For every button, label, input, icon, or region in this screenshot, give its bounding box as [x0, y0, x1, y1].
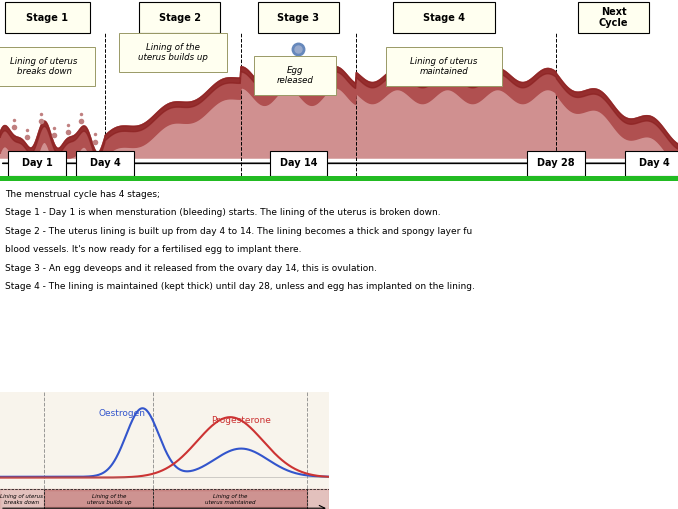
FancyBboxPatch shape [76, 151, 134, 176]
Text: Oestrogen: Oestrogen [13, 414, 78, 425]
Text: Stage 2: Stage 2 [159, 13, 201, 22]
FancyBboxPatch shape [139, 2, 220, 34]
Text: Progesterone: Progesterone [349, 301, 434, 312]
FancyBboxPatch shape [386, 47, 502, 86]
Text: Stage 2 - The uterus lining is built up from day 4 to 14. The lining becomes a t: Stage 2 - The uterus lining is built up … [5, 227, 473, 236]
Text: Oestrogen: Oestrogen [99, 409, 146, 418]
FancyBboxPatch shape [8, 151, 66, 176]
Text: Lining of uterus
breaks down: Lining of uterus breaks down [10, 57, 78, 76]
Text: Day 14: Day 14 [279, 158, 317, 168]
Text: Day 4: Day 4 [639, 158, 670, 168]
Text: Day 1: Day 1 [22, 158, 53, 168]
FancyBboxPatch shape [626, 151, 678, 176]
Text: Released by the ovaries. causes the
lining of the uterus to thicken and grow.
A : Released by the ovaries. causes the lini… [13, 430, 213, 478]
Text: Stage 4 - The lining is maintained (kept thick) until day 28, unless and egg has: Stage 4 - The lining is maintained (kept… [5, 282, 475, 291]
Text: Released by the corpus luteum after ovulation.
Maintains the lining of the uteru: Released by the corpus luteum after ovul… [349, 327, 631, 430]
Text: Stage 1 - Day 1 is when mensturation (bleeding) starts. The lining of the uterus: Stage 1 - Day 1 is when mensturation (bl… [5, 208, 441, 217]
Text: Stage 4: Stage 4 [423, 13, 465, 22]
Polygon shape [0, 67, 678, 158]
Text: Day 4: Day 4 [89, 158, 121, 168]
FancyBboxPatch shape [269, 151, 327, 176]
Text: Egg
released: Egg released [277, 66, 313, 85]
FancyBboxPatch shape [393, 2, 495, 34]
Text: Lining of uterus
breaks down: Lining of uterus breaks down [1, 494, 43, 505]
Text: Stage 3: Stage 3 [277, 13, 319, 22]
FancyBboxPatch shape [0, 47, 95, 86]
Text: Stage 1: Stage 1 [26, 13, 68, 22]
Polygon shape [0, 67, 678, 158]
FancyBboxPatch shape [119, 34, 227, 72]
FancyBboxPatch shape [527, 151, 584, 176]
Text: Day 28: Day 28 [537, 158, 575, 168]
Polygon shape [44, 491, 307, 507]
FancyBboxPatch shape [254, 56, 336, 95]
FancyBboxPatch shape [578, 2, 650, 34]
Text: Lining of uterus
maintained: Lining of uterus maintained [410, 57, 478, 76]
Polygon shape [0, 67, 678, 158]
Text: The menstrual cycle has 4 stages;: The menstrual cycle has 4 stages; [5, 190, 160, 199]
FancyBboxPatch shape [258, 2, 339, 34]
Text: blood vessels. It's now ready for a fertilised egg to implant there.: blood vessels. It's now ready for a fert… [5, 245, 302, 254]
FancyBboxPatch shape [5, 2, 89, 34]
Text: Progesterone: Progesterone [212, 416, 271, 425]
Text: Lining of the
uterus builds up: Lining of the uterus builds up [87, 494, 132, 505]
Bar [0, 176, 678, 181]
Text: Stage 3 - An egg deveops and it released from the ovary day 14, this is ovulatio: Stage 3 - An egg deveops and it released… [5, 264, 377, 273]
Polygon shape [0, 489, 329, 509]
Text: Lining of the
uterus maintained: Lining of the uterus maintained [205, 494, 256, 505]
Text: Lining of the
uterus builds up: Lining of the uterus builds up [138, 43, 208, 63]
Text: Next
Cycle: Next Cycle [599, 7, 629, 29]
